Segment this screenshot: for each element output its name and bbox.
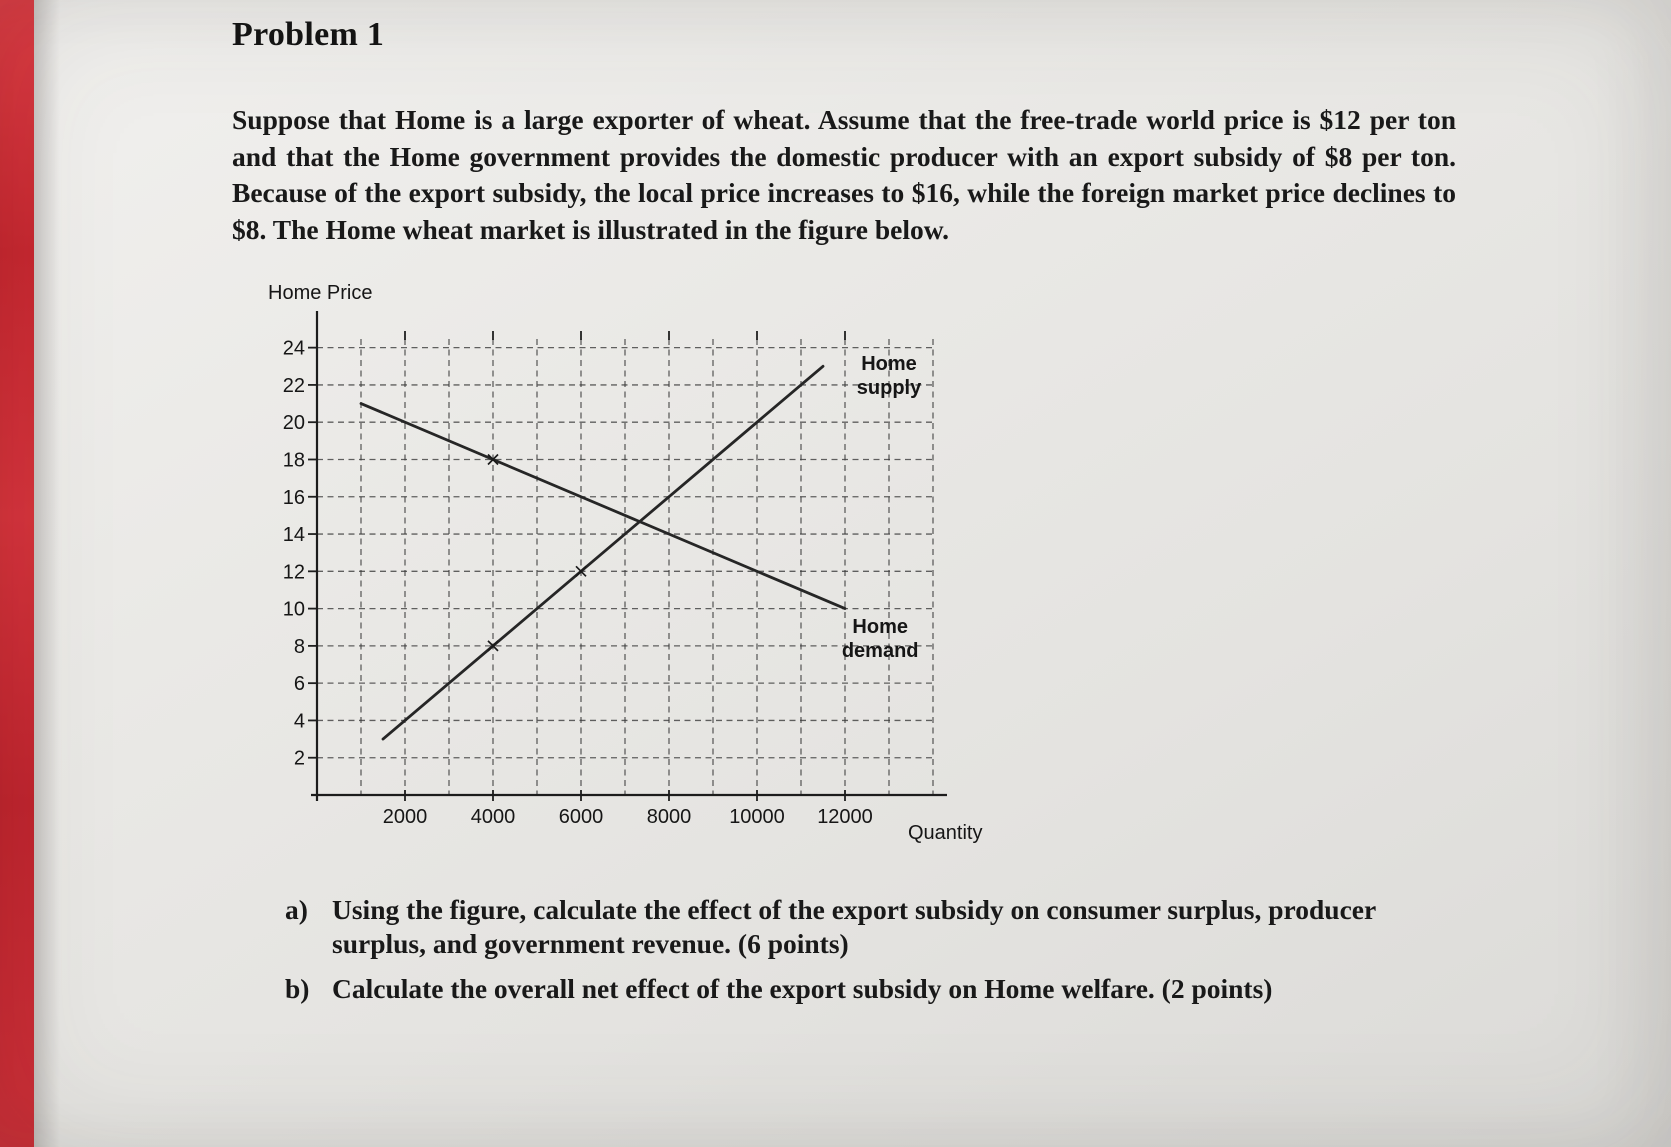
question-list: a) Using the figure, calculate the effec… <box>285 893 1465 1018</box>
data-point-marker <box>487 453 499 466</box>
problem-statement: Suppose that Home is a large exporter of… <box>232 104 1456 245</box>
y-tick-label: 18 <box>283 449 305 471</box>
x-tick-label: 10000 <box>729 806 785 828</box>
home-supply-label: Home <box>861 353 917 375</box>
home-demand-label: Home <box>852 616 908 638</box>
x-axis-label: Quantity <box>908 822 982 844</box>
x-tick-label: 8000 <box>647 806 692 828</box>
home-supply-label: supply <box>857 377 922 399</box>
question-a-label: a) <box>285 894 308 925</box>
question-a: a) Using the figure, calculate the effec… <box>285 893 1465 960</box>
x-tick-label: 2000 <box>383 806 428 828</box>
y-tick-label: 22 <box>283 375 305 397</box>
question-b-label: b) <box>285 973 310 1004</box>
question-a-text: Using the figure, calculate the effect o… <box>332 894 1376 959</box>
paper-edge-shadow <box>34 0 60 1147</box>
x-tick-label: 12000 <box>817 806 873 828</box>
photo-edge-red-strip <box>0 0 34 1147</box>
data-point-marker <box>487 640 499 652</box>
y-tick-label: 24 <box>283 338 305 360</box>
y-tick-label: 2 <box>294 748 305 770</box>
y-tick-label: 8 <box>294 636 305 658</box>
y-axis-title: Home Price <box>268 282 373 304</box>
y-tick-label: 6 <box>294 673 305 695</box>
question-b-text: Calculate the overall net effect of the … <box>332 973 1273 1004</box>
data-point-marker <box>575 565 587 577</box>
y-tick-label: 20 <box>283 412 305 434</box>
x-tick-label: 6000 <box>559 806 604 828</box>
x-tick-label: 4000 <box>471 806 516 828</box>
home-demand-line <box>359 402 847 611</box>
home-demand-label: demand <box>842 640 919 662</box>
y-tick-label: 4 <box>294 710 305 732</box>
problem-heading: Problem 1 <box>232 16 385 53</box>
y-tick-label: 12 <box>283 561 305 583</box>
y-tick-label: 14 <box>283 524 305 546</box>
home-supply-line <box>381 364 825 741</box>
y-tick-label: 16 <box>283 487 305 509</box>
y-tick-label: 10 <box>283 599 305 621</box>
question-b: b) Calculate the overall net effect of t… <box>285 972 1465 1006</box>
